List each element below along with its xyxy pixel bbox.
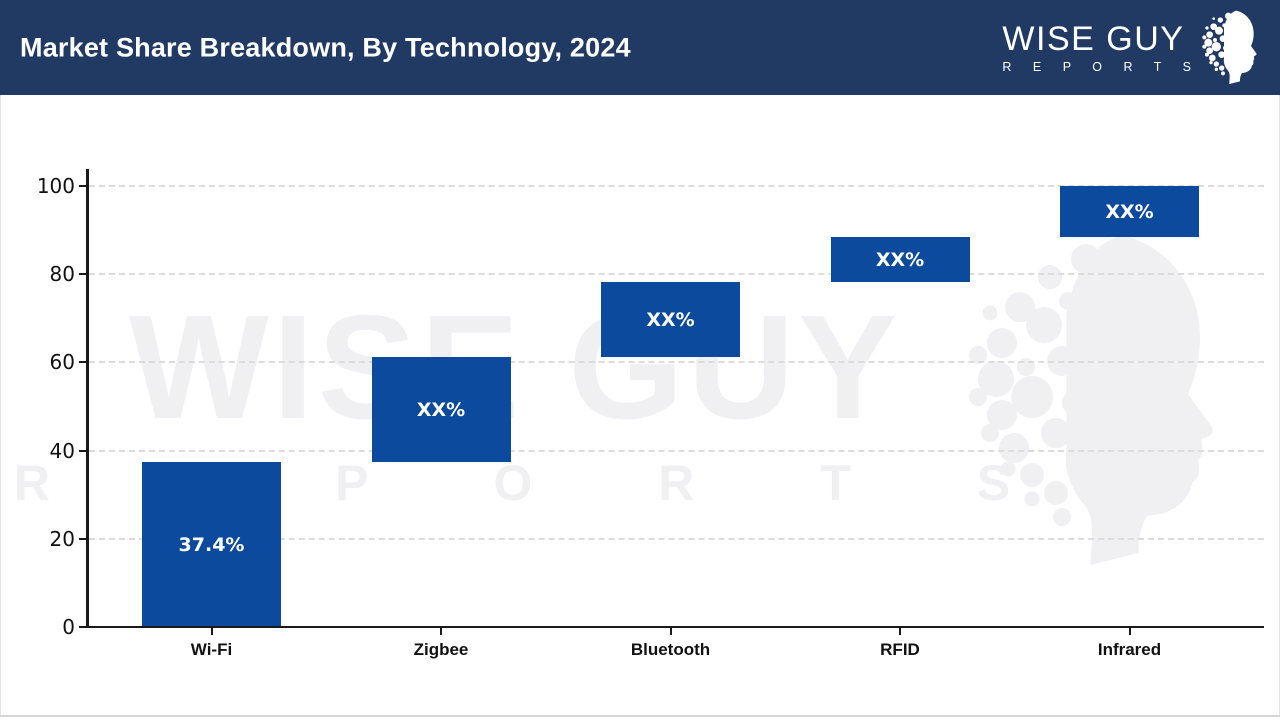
x-tick-2 (669, 628, 672, 635)
x-axis-label-2: Bluetooth (630, 640, 711, 659)
bar-zigbee: XX% (371, 357, 511, 463)
y-axis-label-0: 0 (62, 615, 75, 639)
watermark-brand-text: WISE GUY (128, 285, 902, 450)
y-axis-label-40: 40 (49, 438, 75, 463)
x-tick-1 (440, 628, 442, 635)
bar-value-label: 37.4% (178, 533, 245, 556)
brand-name: WISE GUY (1002, 20, 1185, 58)
bar-infrared: XX% (1060, 186, 1199, 238)
bar-rfid: XX% (830, 237, 970, 283)
bottom-divider (0, 715, 1280, 717)
bar-value-label: XX% (875, 248, 925, 271)
bar-bluetooth: XX% (601, 282, 740, 358)
y-tick-60 (79, 361, 87, 364)
y-tick-40 (79, 449, 87, 452)
y-tick-0 (79, 626, 87, 628)
bar-value-label: XX% (1105, 200, 1154, 223)
y-tick-80 (79, 273, 87, 276)
gridline-20 (89, 537, 1264, 540)
bar-wi-fi: 37.4% (142, 462, 281, 627)
brand-subtitle: R E P O R T S (1002, 60, 1200, 74)
gridline-60 (89, 361, 1264, 364)
gridline-40 (89, 449, 1264, 452)
y-axis-label-100: 100 (36, 174, 75, 198)
x-axis-label-1: Zigbee (413, 640, 469, 659)
x-axis-label-0: Wi-Fi (190, 640, 233, 659)
y-axis-label-20: 20 (49, 526, 75, 551)
page-title: Market Share Breakdown, By Technology, 2… (20, 32, 631, 62)
brand-logo-text: WISE GUY R E P O R T S (1002, 22, 1200, 74)
y-axis-spine (86, 169, 89, 628)
x-tick-0 (210, 628, 213, 635)
brand-logo: WISE GUY R E P O R T S (1002, 6, 1264, 90)
gridline-80 (89, 273, 1264, 276)
bar-value-label: XX% (416, 398, 466, 421)
y-tick-20 (79, 537, 87, 540)
page-border-left (0, 95, 1, 716)
x-tick-4 (1128, 628, 1131, 635)
x-axis-spine (86, 625, 1264, 628)
x-tick-3 (899, 628, 901, 635)
y-tick-100 (79, 185, 87, 187)
brand-head-icon (1202, 10, 1257, 85)
header-bar: Market Share Breakdown, By Technology, 2… (0, 0, 1280, 95)
watermark-head-icon (969, 235, 1213, 565)
x-axis-label-4: Infrared (1097, 640, 1162, 659)
gridline-100 (89, 185, 1264, 187)
bar-value-label: XX% (646, 308, 695, 331)
y-axis-label-80: 80 (49, 262, 75, 287)
y-axis-label-60: 60 (49, 350, 75, 375)
x-axis-label-3: RFID (880, 640, 920, 659)
